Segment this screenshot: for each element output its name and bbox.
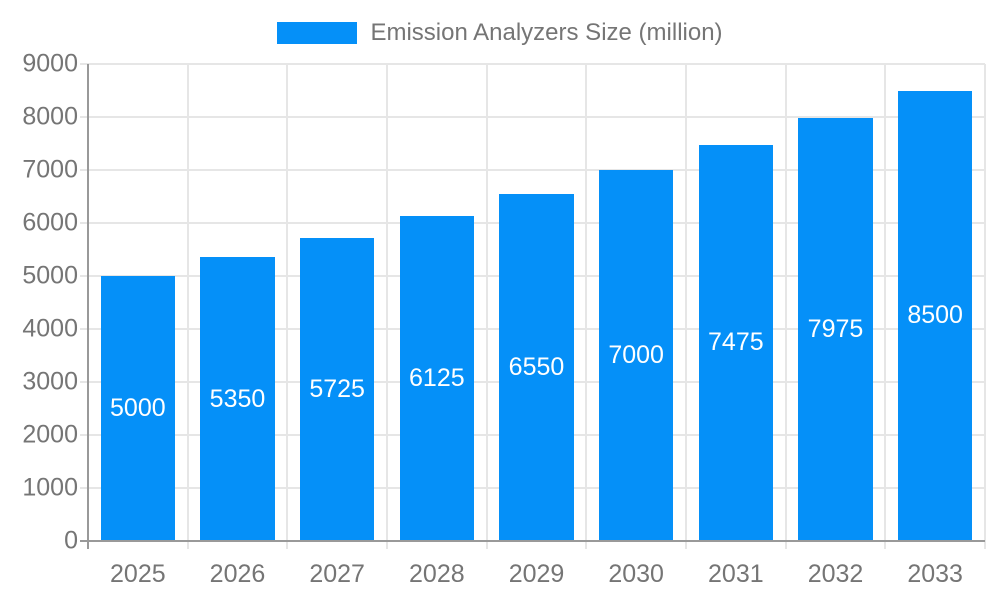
legend-swatch-icon [277,22,358,44]
bar-2025[interactable]: 5000 [100,276,175,541]
x-tick-label: 2033 [907,560,963,588]
bar-value-label: 6125 [409,364,465,393]
x-tick-label: 2032 [807,560,864,588]
x-tick-label: 2031 [708,560,764,588]
bar-2030[interactable]: 7000 [599,170,674,541]
bar-value-label: 7000 [608,341,664,369]
x-tick-label: 2028 [409,560,465,588]
bar-2029[interactable]: 6550 [499,193,574,541]
v-gridline [784,64,787,549]
y-tick-label: 3000 [22,367,78,396]
y-tick-label: 1000 [22,473,78,502]
bar-2026[interactable]: 5350 [200,257,275,541]
v-gridline [684,64,687,549]
x-tick-label: 2025 [110,560,166,588]
bar-value-label: 7475 [708,328,764,357]
v-gridline [385,64,388,549]
x-tick-label: 2029 [508,560,565,588]
y-tick-label: 9000 [22,49,78,78]
x-axis-tick-labels: 2025 2026 2027 2028 2029 2030 2031 2032 2033 [88,552,985,592]
legend-series-label: Emission Analyzers Size (million) [370,19,723,46]
legend: Emission Analyzers Size (million) [0,19,1000,47]
y-tick-label: 7000 [22,155,78,184]
bar-2031[interactable]: 7475 [698,144,773,541]
bar-value-label: 8500 [907,301,963,330]
v-gridline [186,64,189,549]
x-tick-label: 2026 [209,560,266,588]
bar-value-label: 7975 [807,315,864,344]
bar-value-label: 5725 [309,374,365,403]
bar-value-label: 6550 [508,352,565,381]
v-gridline [485,64,488,549]
v-gridline [884,64,887,549]
plot-area: 5000 5350 5725 6125 6550 7000 7475 7975 8500 [80,63,986,549]
bar-2033[interactable]: 8500 [898,90,973,541]
y-tick-label: 8000 [22,102,78,131]
y-tick-label: 6000 [22,208,78,237]
y-axis-tick-labels: 0 1000 2000 3000 4000 5000 6000 7000 8000 9000 [0,50,78,555]
v-gridline [286,64,289,549]
y-tick-label: 0 [64,526,78,555]
y-tick-label: 5000 [22,261,78,290]
bar-value-label: 5000 [110,394,166,422]
x-tick-label: 2027 [309,560,365,588]
h-gridline [80,168,985,171]
y-tick-label: 4000 [22,314,78,343]
bar-2028[interactable]: 6125 [399,216,474,541]
x-axis-baseline [80,540,985,542]
v-gridline [984,64,986,549]
bar-2032[interactable]: 7975 [798,118,873,541]
h-gridline [80,115,985,118]
y-tick-label: 2000 [22,420,78,449]
bar-2027[interactable]: 5725 [300,237,375,541]
y-axis-line [87,64,89,549]
bar-value-label: 5350 [209,384,266,413]
v-gridline [585,64,588,549]
h-gridline [80,63,985,65]
x-tick-label: 2030 [608,560,664,588]
